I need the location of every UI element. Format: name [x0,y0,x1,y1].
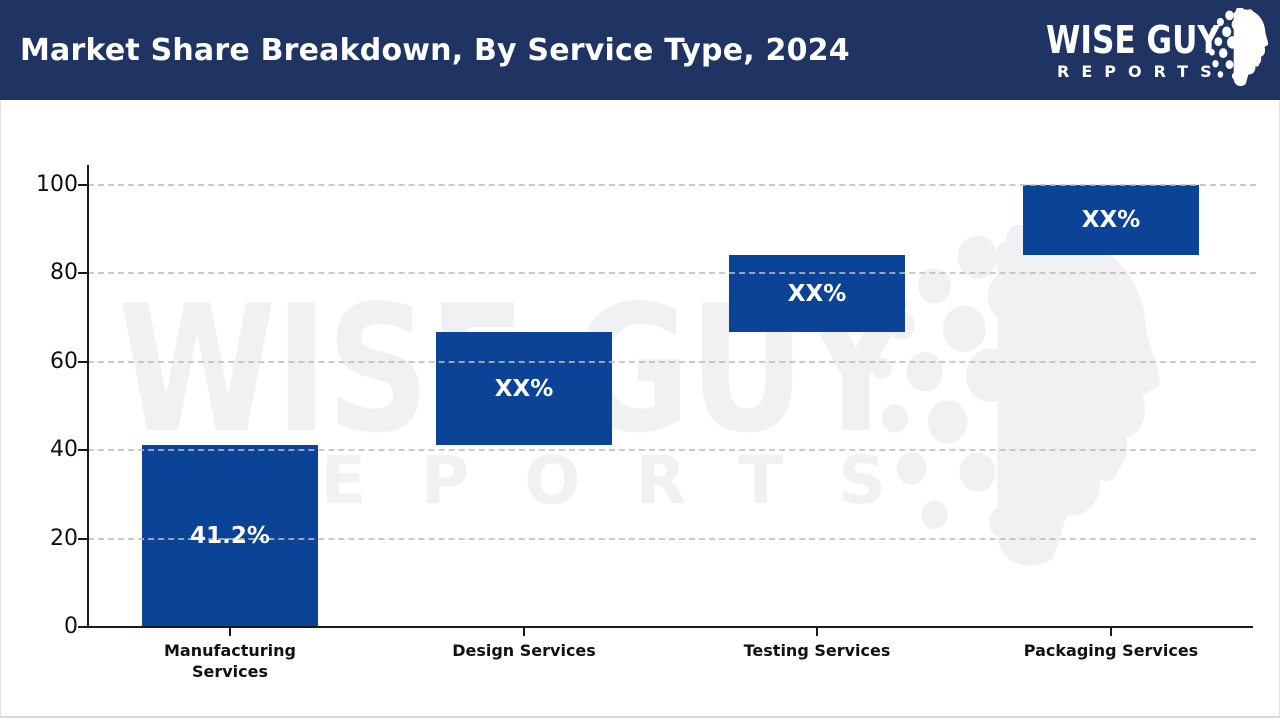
gridline [88,537,1256,540]
category-label: Manufacturing Services [110,640,350,682]
y-tick-mark [78,537,88,540]
y-tick-mark [78,272,88,275]
header-banner: Market Share Breakdown, By Service Type,… [0,0,1280,100]
y-tick-mark [78,360,88,363]
bar-value-label: XX% [494,375,554,402]
wise-guy-logo: WISE GUY REPORTS [1046,21,1258,81]
y-tick-label: 60 [50,348,78,374]
bar-segment [1023,185,1199,255]
y-tick-mark [78,449,88,452]
bar-segment [729,254,905,333]
category-label-line: Design Services [452,641,596,660]
y-axis [87,165,89,627]
y-tick-label: 80 [50,260,78,286]
category-label: Testing Services [697,640,937,661]
watermark-face-icon [871,225,1160,566]
left-edge-border [0,100,1,716]
x-tick-mark [229,627,231,636]
bar-value-label: XX% [787,280,847,307]
y-tick-label: 100 [36,172,78,197]
footer-rule [0,716,1280,718]
gridline [88,360,1256,363]
x-tick-mark [816,627,818,636]
logo-wordmark: WISE GUY [1046,18,1220,62]
y-tick-label: 20 [50,525,78,551]
bar-segment [142,444,318,627]
gridline [88,449,1256,452]
logo-subtitle: REPORTS [1057,62,1224,81]
y-tick-mark [78,626,88,628]
x-axis [87,626,1253,628]
logo-face-icon [1207,8,1269,87]
gridline [88,272,1256,275]
bar-value-label: XX% [1081,206,1141,233]
x-tick-mark [523,627,525,636]
category-label: Design Services [404,640,644,661]
category-label-line: Services [191,662,269,681]
category-label-line: Manufacturing [164,641,296,660]
y-tick-label: 40 [50,437,78,463]
category-label-line: Testing Services [743,641,891,660]
gridline [88,184,1256,186]
category-label-line: Packaging Services [1023,641,1199,660]
y-tick-mark [78,184,88,186]
page-title: Market Share Breakdown, By Service Type,… [20,32,850,68]
category-label: Packaging Services [991,640,1231,661]
x-tick-mark [1110,627,1112,636]
bar-value-label: 41.2% [190,522,270,549]
bar-segment [436,332,612,445]
y-tick-label: 0 [64,614,78,639]
